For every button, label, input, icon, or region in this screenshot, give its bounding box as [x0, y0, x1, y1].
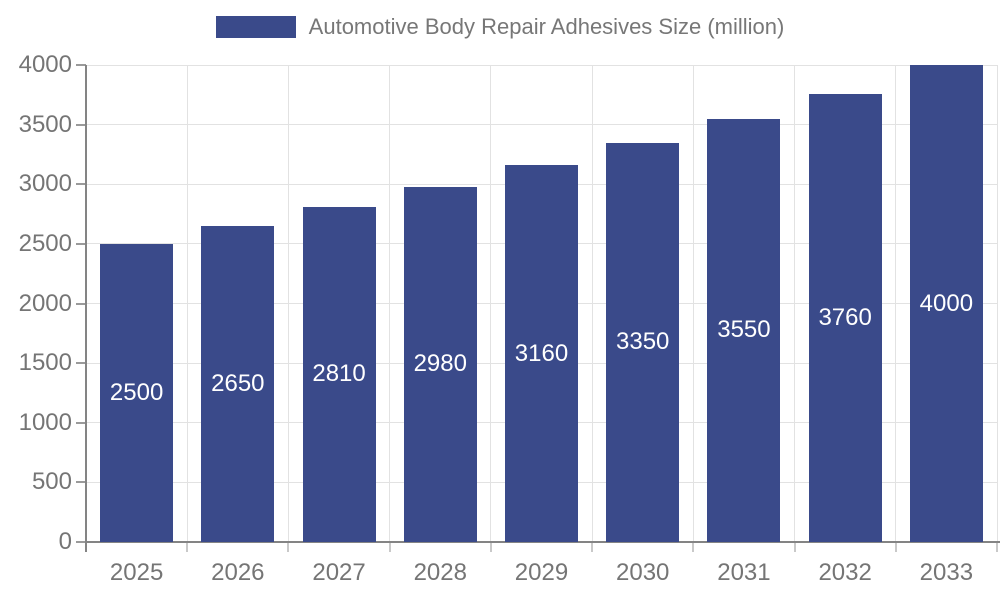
x-tick-label: 2031 [717, 559, 771, 586]
y-tick-label: 2500 [18, 229, 72, 257]
y-tick-label: 3000 [18, 170, 72, 198]
y-tick-label: 2000 [18, 289, 72, 317]
x-tick [996, 542, 998, 552]
bar-value-label: 2810 [312, 360, 366, 388]
x-tick-label: 2030 [616, 559, 670, 586]
bar-value-label: 3760 [818, 303, 872, 331]
x-tick [894, 542, 897, 552]
y-tick [76, 421, 86, 424]
x-tick [793, 542, 796, 552]
legend: Automotive Body Repair Adhesives Size (m… [0, 14, 1000, 40]
y-tick-label: 1500 [18, 349, 72, 377]
gridline-vertical [490, 65, 492, 542]
x-tick-label: 2025 [109, 559, 164, 586]
gridline-vertical [591, 65, 593, 542]
bar-value-label: 3160 [514, 339, 569, 367]
bar-value-label: 3550 [717, 316, 771, 344]
y-tick [76, 64, 86, 66]
x-tick-label: 2033 [919, 559, 974, 586]
bar-value-label: 2980 [413, 350, 467, 378]
y-tick-label: 500 [31, 468, 72, 496]
x-tick [287, 542, 290, 552]
x-tick-label: 2029 [514, 559, 569, 586]
gridline-vertical [692, 65, 694, 542]
x-tick [489, 542, 492, 552]
bar: 4000 [909, 65, 983, 542]
y-tick [76, 302, 86, 305]
x-tick [692, 542, 695, 552]
bar: 3550 [707, 118, 781, 542]
y-tick [76, 183, 86, 186]
y-tick [76, 362, 86, 365]
bar: 2500 [100, 243, 174, 542]
y-tick [76, 242, 86, 245]
gridline-vertical [287, 65, 289, 542]
y-tick-label: 0 [58, 528, 72, 555]
x-tick [388, 542, 391, 552]
y-tick-label: 3500 [18, 110, 72, 138]
gridline-vertical [389, 65, 391, 542]
bar: 3160 [505, 165, 578, 542]
x-tick [591, 542, 594, 552]
gridline-vertical [996, 65, 998, 542]
x-tick-label: 2026 [211, 559, 265, 586]
y-tick-label: 1000 [18, 408, 72, 436]
bar-value-label: 2650 [211, 369, 265, 397]
y-tick-label: 4000 [18, 51, 72, 78]
y-tick [76, 481, 86, 484]
x-axis-line [85, 541, 1000, 543]
bar-value-label: 4000 [919, 289, 974, 317]
legend-label: Automotive Body Repair Adhesives Size (m… [308, 14, 785, 39]
gridline-vertical [794, 65, 796, 542]
x-tick-label: 2032 [818, 559, 872, 586]
bar-value-label: 3350 [616, 328, 670, 356]
x-tick [186, 542, 189, 552]
gridline-horizontal [86, 124, 997, 126]
y-tick [76, 123, 86, 126]
bar: 3350 [606, 142, 680, 542]
gridline-horizontal [86, 64, 997, 66]
bar: 2650 [201, 225, 275, 542]
legend-swatch [215, 16, 296, 38]
bar: 3760 [808, 93, 882, 542]
bar: 2810 [302, 206, 376, 542]
bar-value-label: 2500 [109, 378, 164, 406]
gridline-vertical [186, 65, 188, 542]
bar: 2980 [403, 186, 477, 542]
y-tick [76, 541, 86, 543]
gridline-vertical [895, 65, 897, 542]
x-tick-label: 2028 [413, 559, 467, 586]
y-axis-line [85, 65, 87, 552]
x-tick-label: 2027 [312, 559, 366, 586]
